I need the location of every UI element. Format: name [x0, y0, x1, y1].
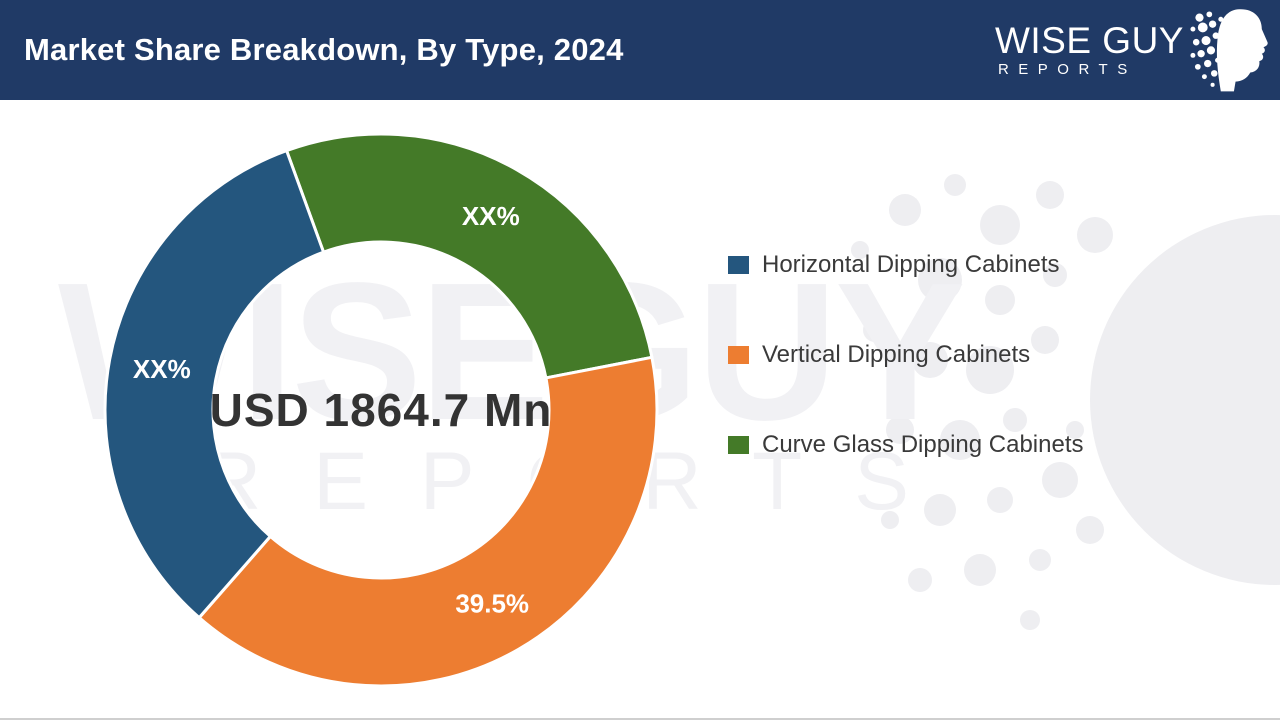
donut-segment-vertical-dipping-cabinets [197, 355, 659, 688]
legend-swatch-green [728, 436, 749, 454]
brand-logo-text: WISE GUY REPORTS [994, 20, 1184, 79]
legend-label: Vertical Dipping Cabinets [762, 341, 1031, 368]
bottom-divider [0, 718, 1280, 720]
donut-center-value: USD 1864.7 Mn [210, 384, 553, 436]
header-bar: Market Share Breakdown, By Type, 2024 WI… [0, 0, 1280, 100]
legend-swatch-blue [728, 256, 749, 274]
legend-label: Curve Glass Dipping Cabinets [762, 431, 1084, 458]
brand-logo: WISE GUY REPORTS [995, 0, 1270, 100]
segment-data-label: XX% [462, 201, 520, 231]
legend-item-vertical-dipping-cabinets: Vertical Dipping Cabinets [728, 341, 1083, 368]
donut-segment-curve-glass-dipping-cabinets [285, 132, 654, 380]
legend-item-horizontal-dipping-cabinets: Horizontal Dipping Cabinets [728, 251, 1083, 278]
segment-data-label: 39.5% [455, 588, 529, 618]
brand-face-icon [1190, 9, 1268, 92]
chart-legend: Horizontal Dipping Cabinets Vertical Dip… [728, 251, 1084, 458]
legend-item-curve-glass-dipping-cabinets: Curve Glass Dipping Cabinets [728, 431, 1084, 458]
brand-logo-subtitle: REPORTS [997, 61, 1137, 78]
donut-segment-horizontal-dipping-cabinets [103, 149, 326, 620]
legend-swatch-orange [728, 346, 749, 364]
brand-logo-name: WISE GUY [994, 20, 1184, 61]
page-title: Market Share Breakdown, By Type, 2024 [24, 32, 624, 67]
legend-label: Horizontal Dipping Cabinets [762, 251, 1060, 278]
segment-data-label: XX% [133, 354, 191, 384]
donut-chart: XX% 39.5% XX% USD 1864.7 Mn [103, 132, 659, 688]
